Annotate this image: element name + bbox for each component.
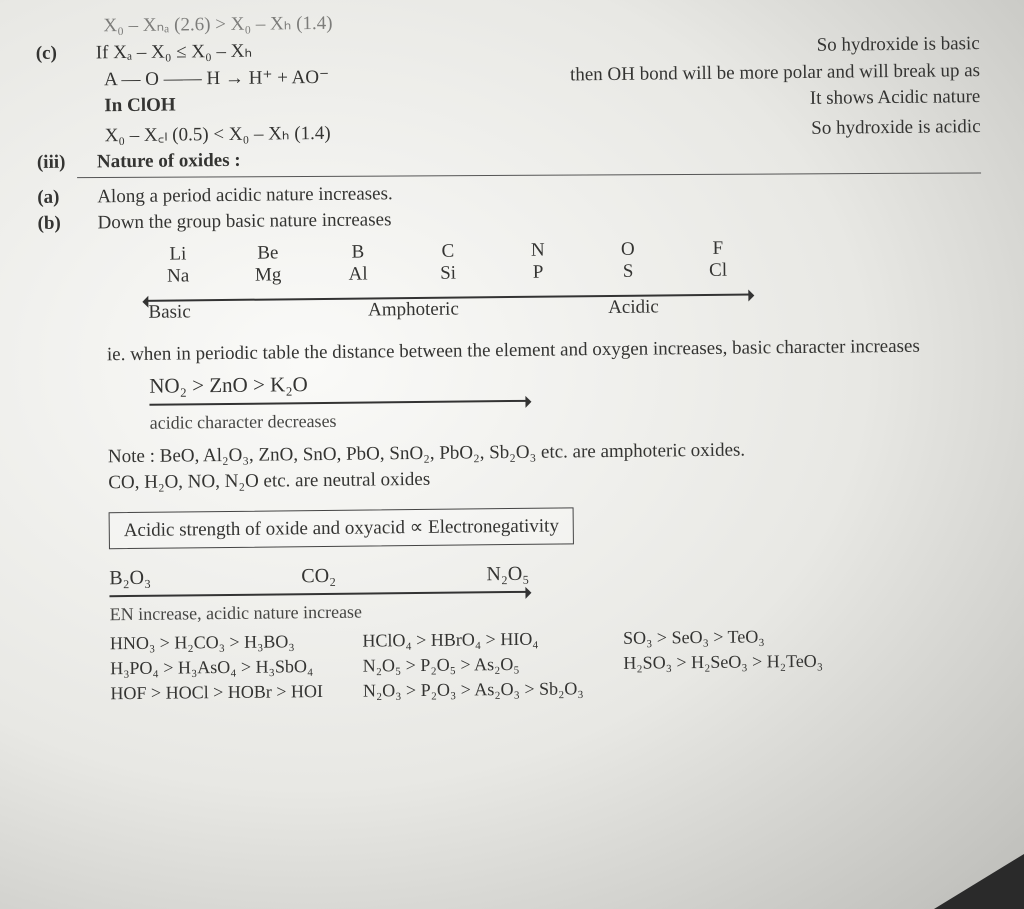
acidic-seq: NO₂ > ZnO > K₂O — [149, 370, 529, 413]
el-cell: N — [508, 239, 568, 262]
en-item: N₂O₅ — [486, 563, 529, 586]
partial-top-line: X₀ – Xₙₐ (2.6) > X₀ – Xₕ (1.4) — [103, 5, 979, 37]
a-text: Along a period acidic nature increases. — [97, 183, 393, 208]
ineq-row: HOF > HOCl > HOBr > HOI — [110, 681, 323, 704]
el-cell: B — [328, 241, 388, 264]
iii-label: (iii) — [37, 151, 97, 174]
period-table: Li Be B C N O F Na Mg Al Si P S Cl Basic… — [148, 232, 749, 336]
c-right1: So hydroxide is basic — [817, 33, 980, 57]
c-if-expr: If Xₐ – X₀ ≤ X₀ – Xₕ — [96, 40, 253, 65]
c-line-4: X₀ – X꜀ₗ (0.5) < X₀ – Xₕ (1.4) So hydrox… — [104, 112, 980, 147]
a-label: (a) — [37, 186, 97, 209]
ineq-row: N₂O₃ > P₂O₃ > As₂O₃ > Sb₂O₃ — [363, 678, 584, 701]
el-cell: Mg — [238, 264, 298, 287]
el-cell: Al — [328, 263, 388, 286]
right-arrow-icon — [149, 400, 529, 406]
c-right2: then OH bond will be more polar and will… — [570, 60, 980, 86]
col-1: HNO₃ > H₂CO₃ > H₃BO₃ H₃PO₄ > H₃AsO₄ > H₃… — [110, 627, 323, 708]
b-text: Down the group basic nature increases — [97, 209, 391, 234]
el-cell: P — [508, 261, 568, 284]
inequality-columns: HNO₃ > H₂CO₃ > H₃BO₃ H₃PO₄ > H₃AsO₄ > H₃… — [110, 620, 987, 708]
boxed-rule: Acidic strength of oxide and oxyacid ∝ E… — [109, 507, 575, 549]
en-caption: EN increase, acidic nature increase — [110, 602, 363, 626]
col-3: SO₃ > SeO₃ > TeO₃ H₂SO₃ > H₂SeO₃ > H₂TeO… — [623, 622, 824, 703]
c-reaction: A — O —— H → H⁺ + AO⁻ — [104, 66, 329, 91]
note-text: Note : BeO, Al₂O₃, ZnO, SnO, PbO, SnO₂, … — [108, 440, 745, 469]
c-right3: It shows Acidic nature — [810, 86, 981, 110]
el-cell: S — [598, 260, 658, 283]
item-c-label: (c) — [36, 42, 96, 65]
ie-text: ie. when in periodic table the distance … — [107, 336, 920, 367]
el-cell: Be — [238, 242, 298, 265]
top-partial: X₀ – Xₙₐ (2.6) > X₀ – Xₕ (1.4) — [103, 12, 332, 37]
en-item: B₂O₃ — [109, 567, 151, 590]
en-seq: B₂O₃ CO₂ N₂O₅ — [109, 563, 529, 604]
ineq-row: N₂O₅ > P₂O₅ > As₂O₅ — [363, 653, 584, 676]
ie-line: ie. when in periodic table the distance … — [107, 335, 983, 366]
heading-underline — [77, 172, 981, 178]
el-cell: O — [598, 238, 658, 261]
c-line-2: A — O —— H → H⁺ + AO⁻ then OH bond will … — [104, 59, 980, 91]
neutral-line: CO, H₂O, NO, N₂O etc. are neutral oxides — [108, 463, 984, 494]
cat-basic: Basic — [148, 300, 298, 324]
boxed-text: Acidic strength of oxide and oxyacid ∝ E… — [124, 516, 559, 542]
col-2: HClO₄ > HBrO₄ > HIO₄ N₂O₅ > P₂O₅ > As₂O₅… — [362, 624, 584, 705]
cat-acidic: Acidic — [528, 296, 738, 320]
right-arrow-icon — [109, 591, 529, 597]
ineq-row: HClO₄ > HBrO₄ > HIO₄ — [362, 628, 583, 651]
acidic-expr: NO₂ > ZnO > K₂O — [149, 372, 308, 398]
ineq-row: H₃PO₄ > H₃AsO₄ > H₃SbO₄ — [110, 656, 323, 679]
el-cell: Si — [418, 262, 478, 285]
el-cell: Li — [148, 243, 208, 266]
ineq-row: SO₃ > SeO₃ > TeO₃ — [623, 626, 823, 649]
el-cell: F — [688, 238, 748, 261]
b-label: (b) — [37, 212, 97, 235]
ineq-row: H₂SO₃ > H₂SeO₃ > H₂TeO₃ — [623, 651, 823, 674]
page-corner: 2 — [934, 854, 1024, 909]
en-item: CO₂ — [301, 565, 336, 588]
page-scan: X₀ – Xₙₐ (2.6) > X₀ – Xₕ (1.4) (c) If Xₐ… — [0, 0, 1024, 909]
el-cell: Na — [148, 265, 208, 288]
iii-heading: (iii) Nature of oxides : — [37, 142, 981, 174]
neutral-text: CO, H₂O, NO, N₂O etc. are neutral oxides — [108, 469, 430, 494]
b-line: (b) Down the group basic nature increase… — [37, 203, 981, 235]
cat-amphoteric: Amphoteric — [298, 298, 528, 322]
c-right4: So hydroxide is acidic — [811, 116, 981, 140]
c-ineq2: X₀ – X꜀ₗ (0.5) < X₀ – Xₕ (1.4) — [104, 119, 330, 147]
ineq-row: HNO₃ > H₂CO₃ > H₃BO₃ — [110, 631, 323, 654]
in-cloh: In ClOH — [104, 95, 176, 118]
iii-title: Nature of oxides : — [97, 150, 241, 174]
el-cell: C — [418, 240, 478, 263]
el-cell: Cl — [688, 260, 748, 283]
